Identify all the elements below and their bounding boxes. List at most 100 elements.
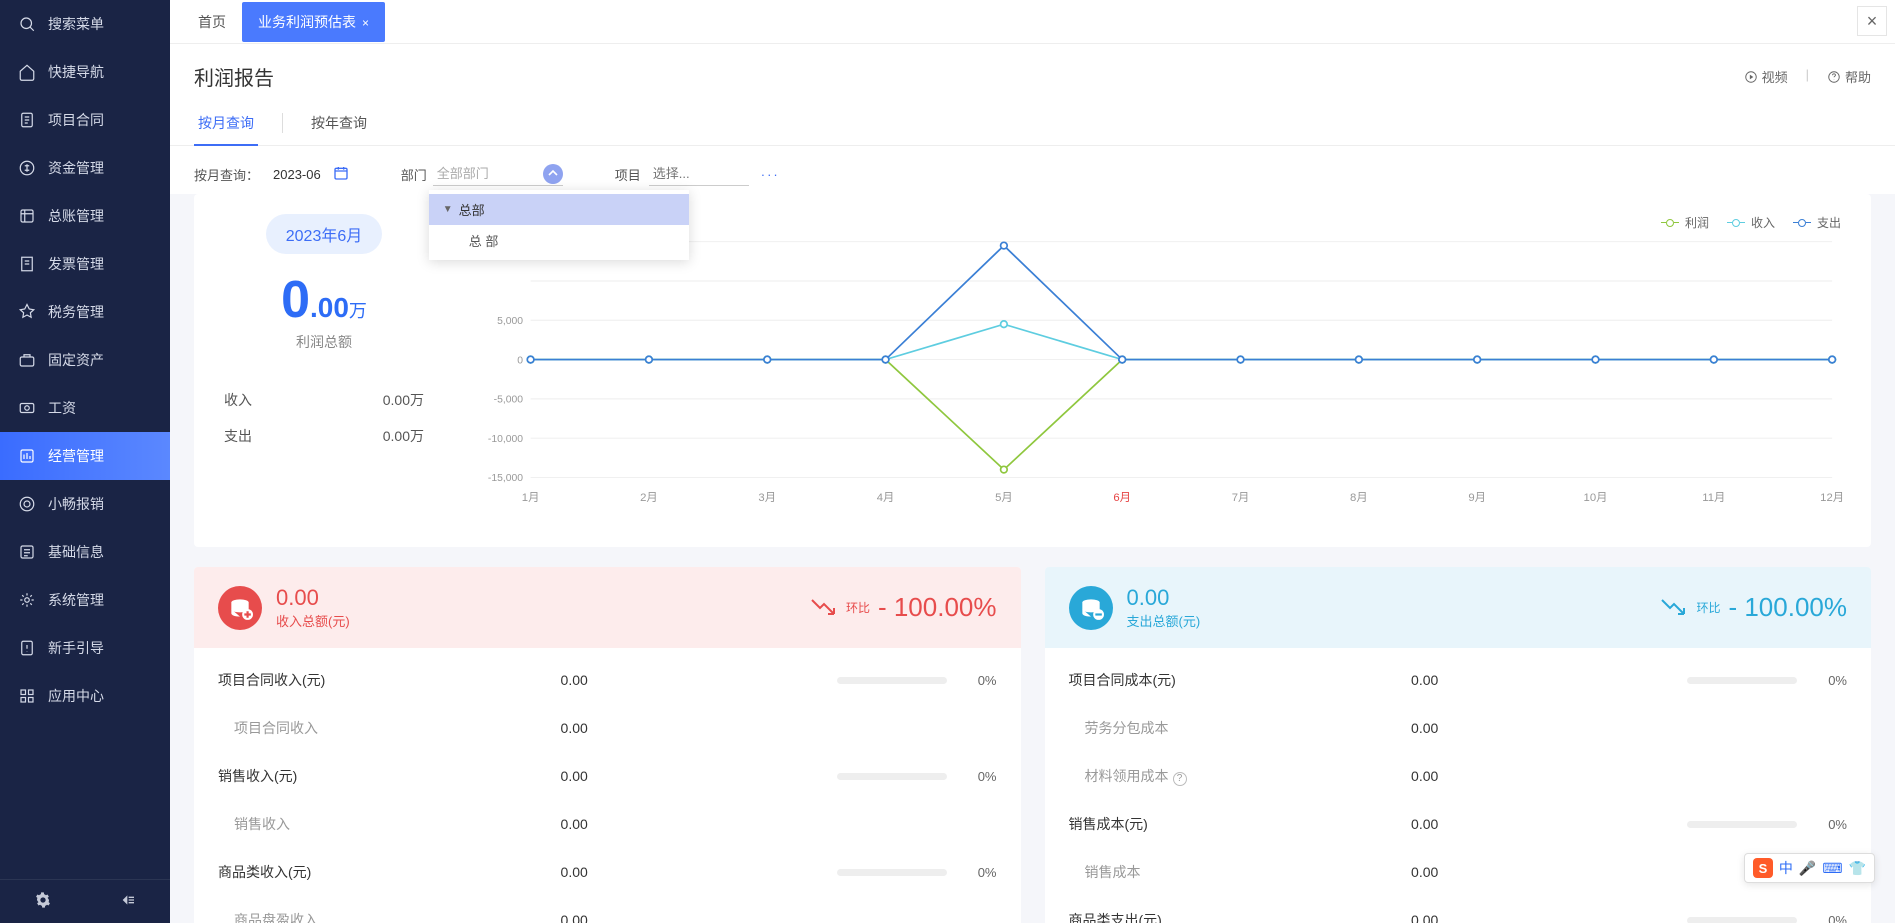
card-row: 销售收入(元)0.000%	[218, 752, 997, 800]
card-head: 0.00支出总额(元)环比- 100.00%	[1045, 567, 1872, 648]
stat-card-red: 0.00收入总额(元)环比- 100.00%项目合同收入(元)0.000%项目合…	[194, 567, 1021, 923]
row-pct: 0%	[957, 673, 997, 688]
sidebar-item-guide[interactable]: 新手引导	[0, 624, 170, 672]
ime-mic-icon[interactable]: 🎤	[1799, 860, 1816, 877]
legend-mark-icon	[1661, 219, 1679, 227]
sidebar-item-info[interactable]: 基础信息	[0, 528, 170, 576]
wage-icon	[18, 399, 36, 417]
sidebar-item-sys[interactable]: 系统管理	[0, 576, 170, 624]
calendar-icon[interactable]	[333, 165, 349, 184]
svg-text:12月: 12月	[1820, 492, 1844, 504]
close-all-tabs-button[interactable]: ×	[1857, 6, 1887, 36]
sidebar-item-label: 总账管理	[48, 206, 104, 226]
row-pct: 0%	[957, 769, 997, 784]
help-button[interactable]: 帮助	[1827, 67, 1871, 86]
dept-toggle-icon[interactable]	[543, 164, 563, 184]
info-icon	[18, 543, 36, 561]
sidebar-item-invoice[interactable]: 发票管理	[0, 240, 170, 288]
sidebar-item-home[interactable]: 快捷导航	[0, 48, 170, 96]
tab-业务利润预估表[interactable]: 业务利润预估表×	[242, 2, 385, 42]
subtab-0[interactable]: 按月查询	[194, 101, 258, 145]
legend-item: 利润	[1661, 214, 1709, 231]
svg-text:0: 0	[517, 355, 523, 366]
row-name: 项目合同收入	[218, 718, 561, 738]
sidebar-item-money[interactable]: 资金管理	[0, 144, 170, 192]
svg-text:-10,000: -10,000	[488, 434, 523, 445]
svg-text:5,000: 5,000	[497, 316, 523, 327]
sidebar-item-search[interactable]: 搜索菜单	[0, 0, 170, 48]
asset-icon	[18, 351, 36, 369]
sidebar-item-apps[interactable]: 应用中心	[0, 672, 170, 720]
video-button[interactable]: 视频	[1744, 67, 1788, 86]
subtab-1[interactable]: 按年查询	[307, 101, 371, 145]
profit-total-value: 0.00万	[281, 274, 367, 326]
sidebar-item-label: 经营管理	[48, 446, 104, 466]
tab-close-icon[interactable]: ×	[362, 16, 369, 30]
sidebar-item-tax[interactable]: 税务管理	[0, 288, 170, 336]
card-row: 销售成本(元)0.000%	[1069, 800, 1848, 848]
tabs-bar: 首页业务利润预估表× ×	[170, 0, 1895, 44]
row-pct: 0%	[1807, 913, 1847, 923]
bar-track	[1687, 917, 1797, 923]
project-label: 项目	[615, 165, 641, 184]
dept-option-label: 总 部	[469, 231, 499, 250]
card-row: 项目合同成本(元)0.000%	[1069, 656, 1848, 704]
row-value: 0.00	[561, 912, 717, 923]
legend-item: 支出	[1793, 214, 1841, 231]
date-filter-value[interactable]: 2023-06	[273, 167, 321, 182]
card-head-right: 环比- 100.00%	[810, 592, 997, 623]
trend-down-icon	[810, 596, 838, 619]
row-name: 劳务分包成本	[1069, 718, 1412, 738]
sidebar-item-asset[interactable]: 固定资产	[0, 336, 170, 384]
hb-label: 环比	[846, 599, 870, 616]
chart-legend: 利润 收入 支出	[1661, 214, 1841, 231]
svg-text:-5,000: -5,000	[494, 395, 524, 406]
sidebar-item-reimb[interactable]: 小畅报销	[0, 480, 170, 528]
settings-icon[interactable]	[35, 892, 51, 911]
ime-keyboard-icon[interactable]: ⌨	[1822, 860, 1842, 877]
ime-skin-icon[interactable]: 👕	[1849, 860, 1866, 877]
dept-option[interactable]: ▼总部	[429, 194, 689, 225]
svg-text:4月: 4月	[877, 492, 895, 504]
card-row: 商品类支出(元)0.000%	[1069, 896, 1848, 923]
project-input[interactable]	[649, 162, 749, 186]
row-value: 0.00	[561, 816, 717, 832]
ime-toolbar[interactable]: S 中 🎤 ⌨ 👕	[1744, 853, 1875, 883]
home-icon	[18, 63, 36, 81]
sidebar-item-biz[interactable]: 经营管理	[0, 432, 170, 480]
card-head: 0.00收入总额(元) 环比- 100.00%	[194, 567, 1021, 648]
sub-tabs: 按月查询 按年查询	[170, 101, 1895, 146]
sidebar-item-doc[interactable]: 项目合同	[0, 96, 170, 144]
info-icon[interactable]: ?	[1173, 772, 1187, 786]
collapse-icon[interactable]	[120, 892, 136, 911]
row-name: 项目合同成本(元)	[1069, 670, 1412, 690]
row-name: 商品类支出(元)	[1069, 910, 1412, 923]
card-head-label: 收入总额(元)	[276, 611, 350, 630]
apps-icon	[18, 687, 36, 705]
project-more-icon[interactable]: ···	[761, 167, 780, 182]
expense-label: 支出	[224, 426, 252, 446]
sidebar-item-wage[interactable]: 工资	[0, 384, 170, 432]
sidebar-item-label: 项目合同	[48, 110, 104, 130]
dept-option[interactable]: 总 部	[429, 225, 689, 256]
sidebar-item-label: 搜索菜单	[48, 14, 104, 34]
legend-item: 收入	[1727, 214, 1775, 231]
card-head-values: 0.00收入总额(元)	[276, 585, 350, 630]
svg-text:7月: 7月	[1232, 492, 1250, 504]
row-bar: 0%	[716, 769, 996, 784]
money-icon	[18, 159, 36, 177]
legend-mark-icon	[1727, 219, 1745, 227]
sidebar-bottom	[0, 879, 170, 923]
income-label: 收入	[224, 390, 252, 410]
content-area: 2023年6月 0.00万 利润总额 收入0.00万 支出0.00万 利润收入支…	[170, 194, 1895, 923]
row-value: 0.00	[1411, 720, 1567, 736]
card-row: 材料领用成本?0.00	[1069, 752, 1848, 800]
sidebar-item-ledger[interactable]: 总账管理	[0, 192, 170, 240]
bar-track	[837, 869, 947, 876]
biz-icon	[18, 447, 36, 465]
tab-首页[interactable]: 首页	[182, 2, 242, 42]
ime-lang[interactable]: 中	[1779, 858, 1793, 878]
card-head-left: 0.00支出总额(元)	[1069, 585, 1201, 630]
page-actions: 视频 | 帮助	[1744, 67, 1871, 86]
sidebar-item-label: 资金管理	[48, 158, 104, 178]
